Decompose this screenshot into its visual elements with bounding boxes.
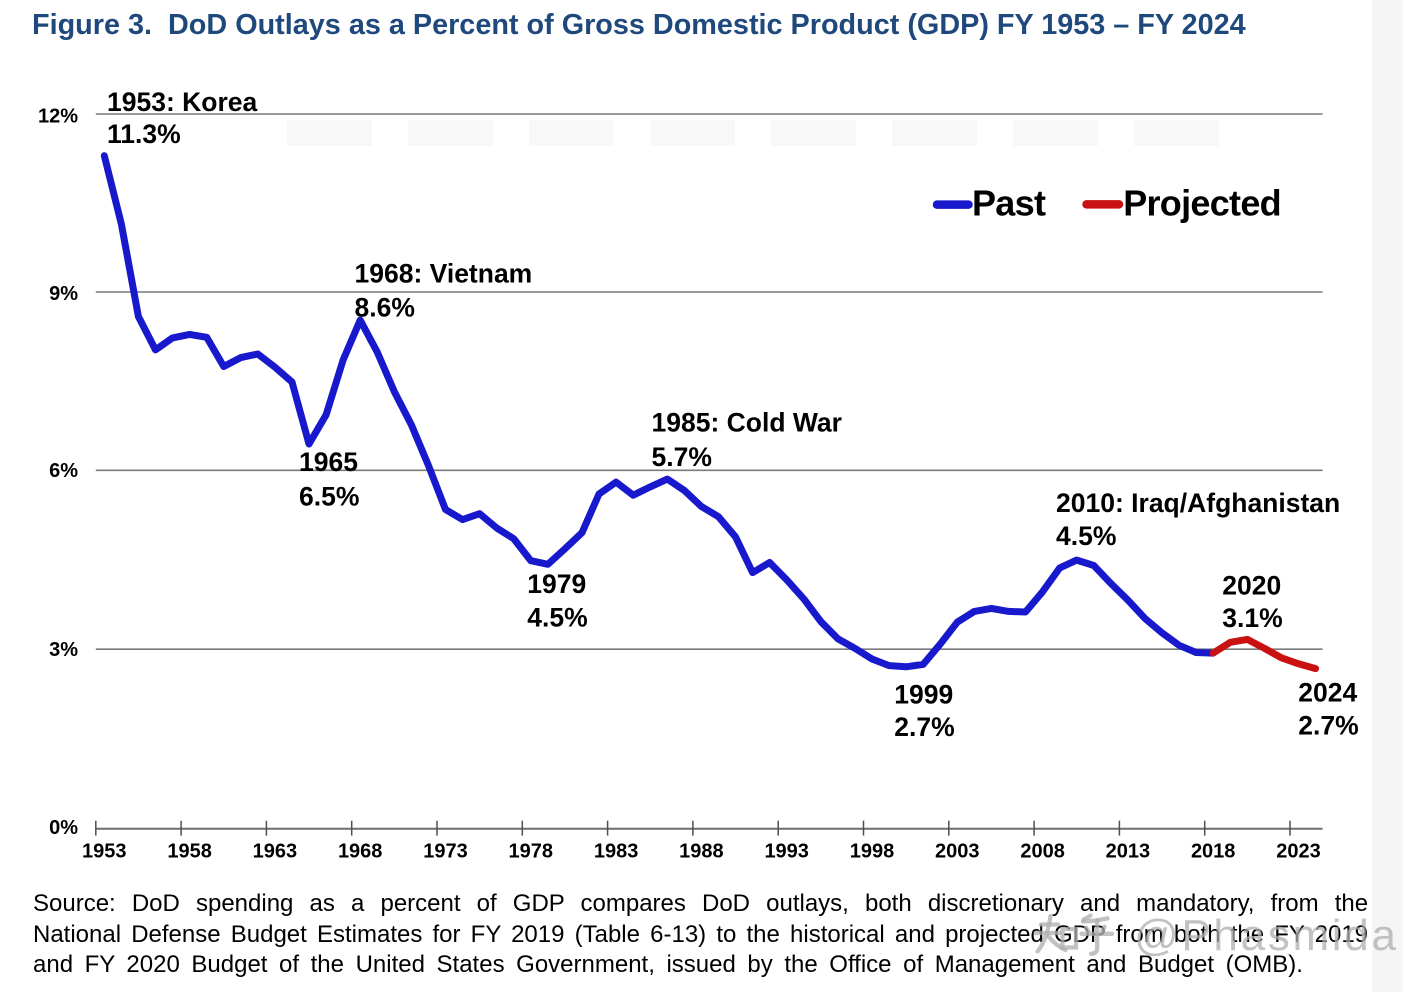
svg-text:Past: Past <box>972 183 1046 224</box>
svg-text:2003: 2003 <box>935 841 980 863</box>
svg-text:2010: Iraq/Afghanistan: 2010: Iraq/Afghanistan <box>1056 488 1340 518</box>
svg-text:1973: 1973 <box>423 841 468 863</box>
svg-text:2.7%: 2.7% <box>894 712 954 742</box>
svg-text:Projected: Projected <box>1123 183 1281 224</box>
svg-text:2008: 2008 <box>1020 841 1065 863</box>
svg-text:3.1%: 3.1% <box>1222 603 1282 633</box>
svg-text:1963: 1963 <box>253 841 298 863</box>
svg-text:1965: 1965 <box>299 447 358 477</box>
svg-text:2024: 2024 <box>1298 677 1357 707</box>
svg-text:1998: 1998 <box>850 841 895 863</box>
svg-text:6.5%: 6.5% <box>299 482 359 512</box>
svg-text:11.3%: 11.3% <box>107 119 181 149</box>
svg-text:9%: 9% <box>49 283 78 305</box>
svg-text:Figure 3. DoD Outlays as a Pe: Figure 3. DoD Outlays as a Percent of Gr… <box>32 9 1246 41</box>
svg-text:12%: 12% <box>38 105 78 127</box>
svg-text:1993: 1993 <box>764 841 809 863</box>
svg-text:8.6%: 8.6% <box>355 293 415 323</box>
svg-text:4.5%: 4.5% <box>527 602 587 632</box>
svg-text:3%: 3% <box>49 639 78 661</box>
svg-text:1985: Cold War: 1985: Cold War <box>652 408 842 438</box>
svg-text:6%: 6% <box>49 460 78 482</box>
svg-text:1968: Vietnam: 1968: Vietnam <box>355 259 533 289</box>
svg-text:0%: 0% <box>49 817 78 839</box>
svg-text:2020: 2020 <box>1222 570 1281 600</box>
svg-text:1953: Korea: 1953: Korea <box>107 87 258 117</box>
svg-text:2018: 2018 <box>1191 841 1236 863</box>
svg-text:2023: 2023 <box>1276 841 1321 863</box>
svg-text:1999: 1999 <box>894 679 953 709</box>
svg-text:1983: 1983 <box>594 841 639 863</box>
svg-text:1988: 1988 <box>679 841 724 863</box>
svg-text:1979: 1979 <box>527 569 586 599</box>
svg-text:4.5%: 4.5% <box>1056 521 1116 551</box>
svg-text:1958: 1958 <box>167 841 212 863</box>
svg-text:1978: 1978 <box>509 841 554 863</box>
svg-text:2013: 2013 <box>1106 841 1151 863</box>
svg-text:2.7%: 2.7% <box>1298 710 1358 740</box>
svg-text:1953: 1953 <box>82 841 127 863</box>
svg-text:1968: 1968 <box>338 841 383 863</box>
svg-text:5.7%: 5.7% <box>652 442 712 472</box>
